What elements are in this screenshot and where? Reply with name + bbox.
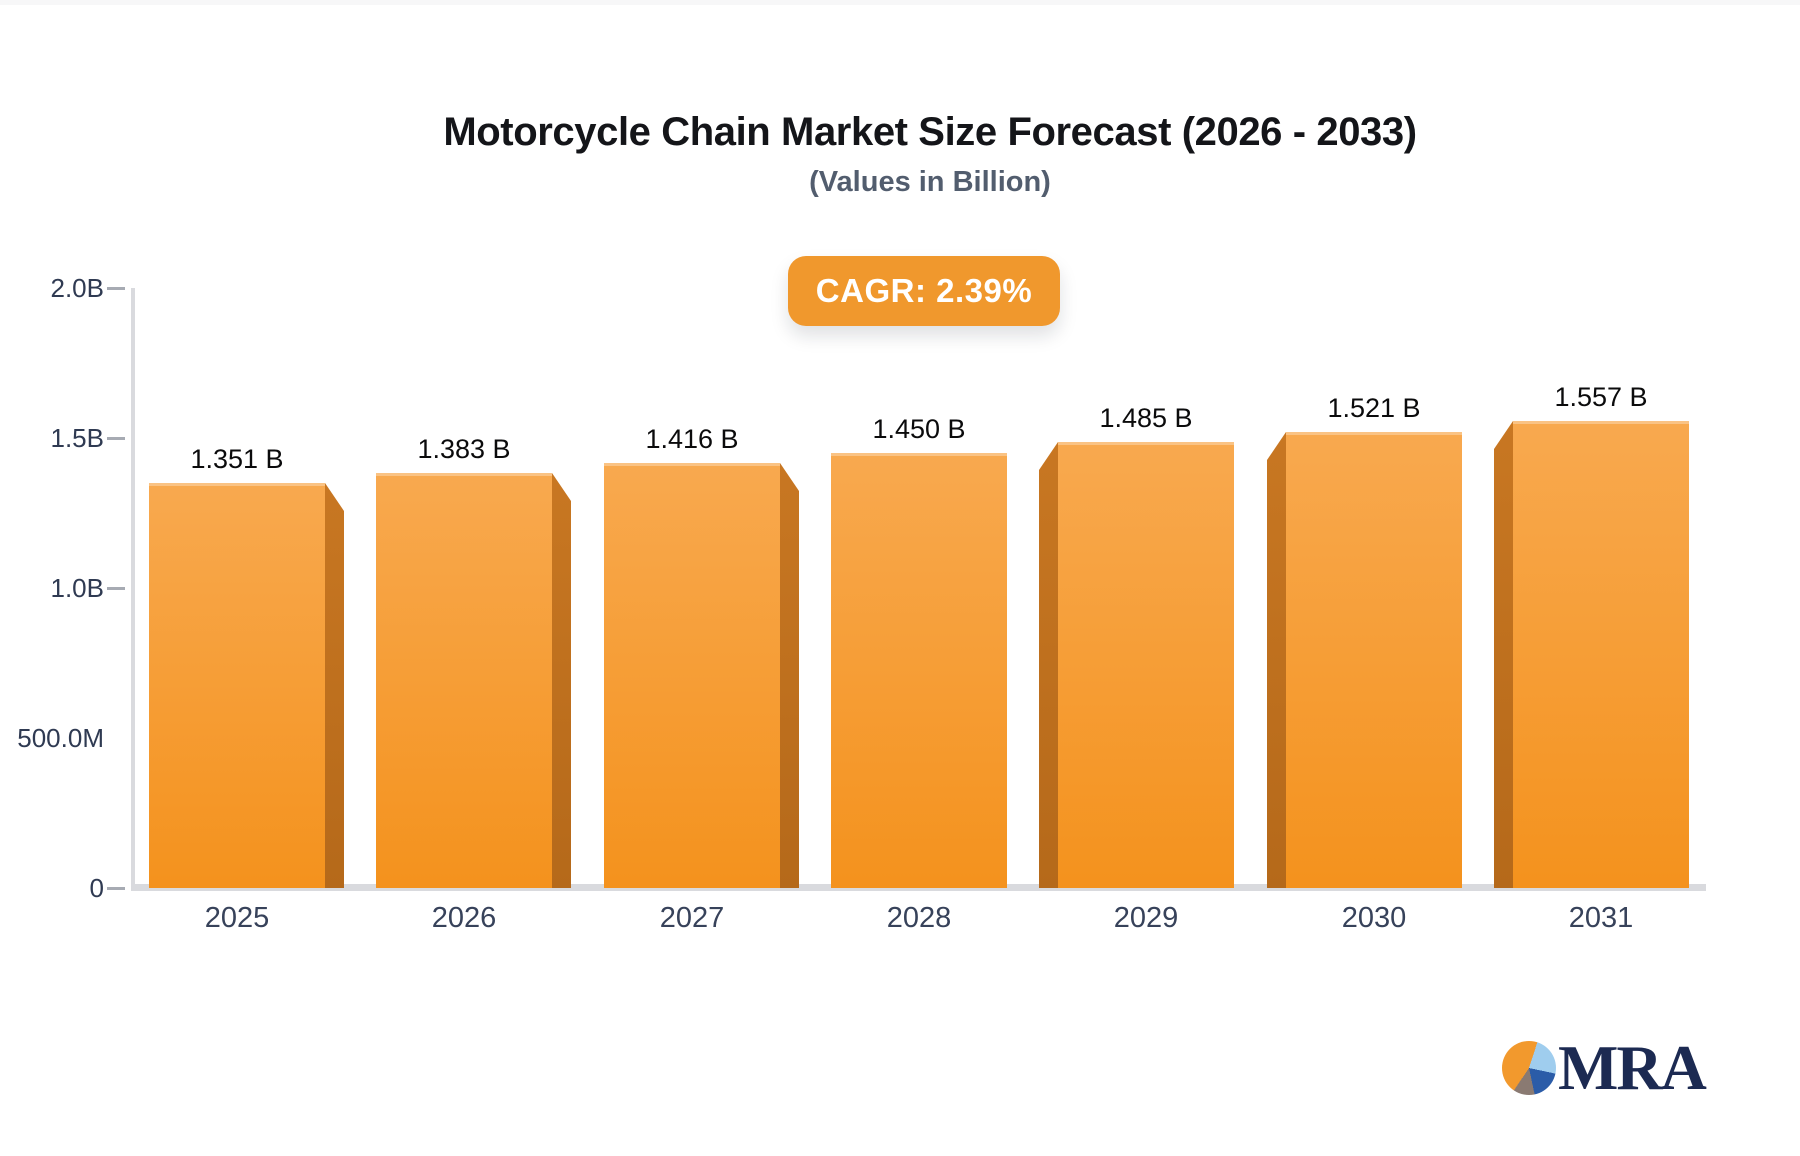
bar-2027 bbox=[604, 463, 780, 888]
bar-value-label: 1.383 B bbox=[417, 434, 511, 464]
y-tick-label: 1.5B bbox=[50, 423, 105, 453]
x-tick-label: 2026 bbox=[431, 902, 497, 934]
bar-side bbox=[1494, 421, 1513, 888]
bar-value-label: 1.521 B bbox=[1327, 393, 1421, 423]
y-tick-label: 500.0M bbox=[17, 723, 104, 753]
cagr-badge: CAGR: 2.39% bbox=[788, 256, 1060, 326]
bar-2026 bbox=[376, 473, 552, 888]
x-tick-label: 2028 bbox=[886, 902, 952, 934]
bar-value-label: 1.351 B bbox=[190, 444, 284, 474]
bar-2029 bbox=[1058, 442, 1234, 888]
chart-header: Motorcycle Chain Market Size Forecast (2… bbox=[130, 108, 1730, 199]
bar-value-label: 1.416 B bbox=[645, 424, 739, 454]
y-tick-label: 0 bbox=[89, 873, 104, 903]
y-tick-label: 2.0B bbox=[50, 273, 105, 303]
page-subtitle: (Values in Billion) bbox=[809, 166, 1051, 198]
y-tick-dash bbox=[107, 437, 125, 440]
bar-side bbox=[780, 463, 799, 888]
bar-value-label: 1.450 B bbox=[872, 414, 966, 444]
page-title: Motorcycle Chain Market Size Forecast (2… bbox=[443, 110, 1417, 154]
x-tick-label: 2029 bbox=[1113, 902, 1179, 934]
x-tick-label: 2031 bbox=[1568, 902, 1634, 934]
bar-2028 bbox=[831, 453, 1007, 888]
bar-side bbox=[1039, 442, 1058, 888]
x-tick-label: 2025 bbox=[204, 902, 270, 934]
bar-side bbox=[1267, 432, 1286, 888]
y-tick-dash bbox=[107, 287, 125, 290]
y-tick-label: 1.0B bbox=[50, 573, 105, 603]
bar-side bbox=[552, 473, 571, 888]
bar-2025 bbox=[149, 483, 325, 888]
bar-value-label: 1.557 B bbox=[1554, 382, 1648, 412]
y-tick-dash bbox=[107, 587, 125, 590]
logo-pie-icon bbox=[1502, 1041, 1556, 1095]
bar-side bbox=[325, 483, 344, 888]
x-tick-label: 2027 bbox=[659, 902, 725, 934]
logo-text: MRA bbox=[1558, 1032, 1707, 1103]
bar-value-label: 1.485 B bbox=[1099, 403, 1193, 433]
page-top-strip bbox=[0, 0, 1800, 5]
y-tick-dash bbox=[107, 887, 125, 890]
brand-logo: MRA bbox=[1502, 1032, 1707, 1103]
x-tick-label: 2030 bbox=[1341, 902, 1407, 934]
bar-2031 bbox=[1513, 421, 1689, 888]
axis-line-y bbox=[131, 288, 135, 888]
bar-2030 bbox=[1286, 432, 1462, 888]
